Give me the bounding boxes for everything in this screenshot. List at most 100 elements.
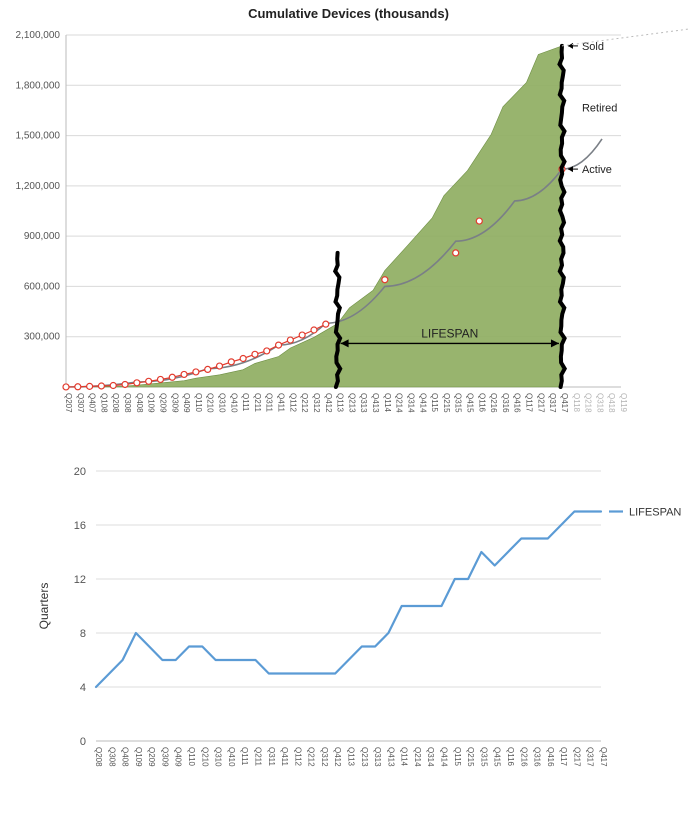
scatter-point — [228, 359, 234, 365]
xtick-label: Q113 — [347, 747, 356, 767]
y-axis-label: Quarters — [37, 583, 51, 630]
sold-area — [66, 46, 562, 387]
label-active: Active — [582, 164, 612, 176]
xtick-label: Q408 — [135, 393, 144, 413]
xtick-label: Q119 — [619, 393, 628, 413]
xtick-label: Q111 — [240, 747, 249, 766]
ytick-label: 4 — [80, 682, 86, 694]
xtick-label: Q317 — [586, 747, 595, 767]
ytick-label: 8 — [80, 628, 86, 640]
xtick-label: Q310 — [218, 393, 227, 413]
scatter-point — [382, 277, 388, 283]
scatter-point — [87, 383, 93, 389]
xtick-label: Q111 — [241, 393, 250, 412]
scatter-point — [240, 356, 246, 362]
xtick-label: Q217 — [572, 747, 581, 767]
xtick-label: Q117 — [525, 393, 534, 413]
xtick-label: Q215 — [442, 393, 451, 413]
xtick-label: Q309 — [170, 393, 179, 413]
bottom-chart: 048121620QuartersLIFESPANQ208Q308Q408Q10… — [6, 457, 691, 807]
xtick-label: Q215 — [466, 747, 475, 767]
xtick-label: Q214 — [413, 747, 422, 767]
xtick-label: Q409 — [174, 747, 183, 767]
xtick-label: Q109 — [147, 393, 156, 413]
xtick-label: Q115 — [453, 747, 462, 767]
xtick-label: Q113 — [336, 393, 345, 413]
xtick-label: Q416 — [546, 747, 555, 767]
xtick-label: Q415 — [465, 393, 474, 413]
xtick-label: Q216 — [519, 747, 528, 767]
scatter-point — [110, 382, 116, 388]
xtick-label: Q417 — [560, 393, 569, 413]
scatter-point — [146, 378, 152, 384]
xtick-label: Q315 — [479, 747, 488, 767]
xtick-label: Q418 — [607, 393, 616, 413]
xtick-label: Q207 — [64, 393, 73, 413]
ytick-label: 1,500,000 — [16, 131, 61, 142]
scatter-point — [299, 332, 305, 338]
xtick-label: Q209 — [147, 747, 156, 767]
xtick-label: Q110 — [194, 393, 203, 413]
top-chart-svg: 300,000600,000900,0001,200,0001,500,0001… — [6, 27, 691, 447]
xtick-label: Q410 — [229, 393, 238, 413]
xtick-label: Q210 — [200, 747, 209, 767]
scatter-point — [323, 321, 329, 327]
xtick-label: Q311 — [267, 747, 276, 767]
bottom-chart-svg: 048121620QuartersLIFESPANQ208Q308Q408Q10… — [6, 457, 691, 807]
xtick-label: Q210 — [206, 393, 215, 413]
xtick-label: Q410 — [227, 747, 236, 767]
scatter-point — [453, 250, 459, 256]
xtick-label: Q212 — [307, 747, 316, 767]
xtick-label: Q116 — [477, 393, 486, 413]
xtick-label: Q117 — [559, 747, 568, 767]
scatter-point — [252, 351, 258, 357]
xtick-label: Q414 — [418, 393, 427, 413]
scatter-point — [63, 384, 69, 390]
ytick-label: 0 — [80, 736, 86, 748]
xtick-label: Q412 — [324, 393, 333, 413]
label-retired: Retired — [582, 103, 617, 115]
scatter-point — [217, 363, 223, 369]
xtick-label: Q315 — [454, 393, 463, 413]
ytick-label: 300,000 — [24, 332, 61, 343]
scatter-point — [181, 371, 187, 377]
scatter-point — [264, 348, 270, 354]
xtick-label: Q413 — [371, 393, 380, 413]
xtick-label: Q411 — [277, 393, 286, 413]
ytick-label: 600,000 — [24, 281, 61, 292]
xtick-label: Q409 — [182, 393, 191, 413]
xtick-label: Q112 — [288, 393, 297, 413]
scatter-point — [276, 342, 282, 348]
xtick-label: Q208 — [94, 747, 103, 767]
xtick-label: Q309 — [160, 747, 169, 767]
xtick-label: Q412 — [333, 747, 342, 767]
legend-label: LIFESPAN — [629, 507, 681, 519]
scatter-point — [122, 381, 128, 387]
lifespan-label: LIFESPAN — [421, 326, 478, 340]
xtick-label: Q213 — [347, 393, 356, 413]
xtick-label: Q411 — [280, 747, 289, 767]
xtick-label: Q313 — [373, 747, 382, 767]
xtick-label: Q208 — [111, 393, 120, 413]
label-sold: Sold — [582, 41, 604, 53]
xtick-label: Q317 — [548, 393, 557, 413]
xtick-label: Q218 — [584, 393, 593, 413]
ytick-label: 900,000 — [24, 231, 61, 242]
top-chart: Cumulative Devices (thousands) 300,000 60… — [6, 6, 691, 447]
top-chart-title: Cumulative Devices (thousands) — [6, 6, 691, 21]
xtick-label: Q414 — [440, 747, 449, 767]
scatter-point — [157, 376, 163, 382]
xtick-label: Q311 — [265, 393, 274, 413]
xtick-label: Q312 — [312, 393, 321, 413]
xtick-label: Q109 — [134, 747, 143, 767]
page: { "top_chart": { "type": "area+line+scat… — [0, 0, 697, 820]
xtick-label: Q209 — [158, 393, 167, 413]
xtick-label: Q108 — [99, 393, 108, 413]
ytick-label: 20 — [74, 466, 86, 478]
xtick-label: Q213 — [360, 747, 369, 767]
ytick-label: 1,800,000 — [16, 80, 61, 91]
ytick-label: 16 — [74, 520, 86, 532]
scatter-point — [311, 327, 317, 333]
xtick-label: Q214 — [395, 393, 404, 413]
scatter-point — [75, 384, 81, 390]
